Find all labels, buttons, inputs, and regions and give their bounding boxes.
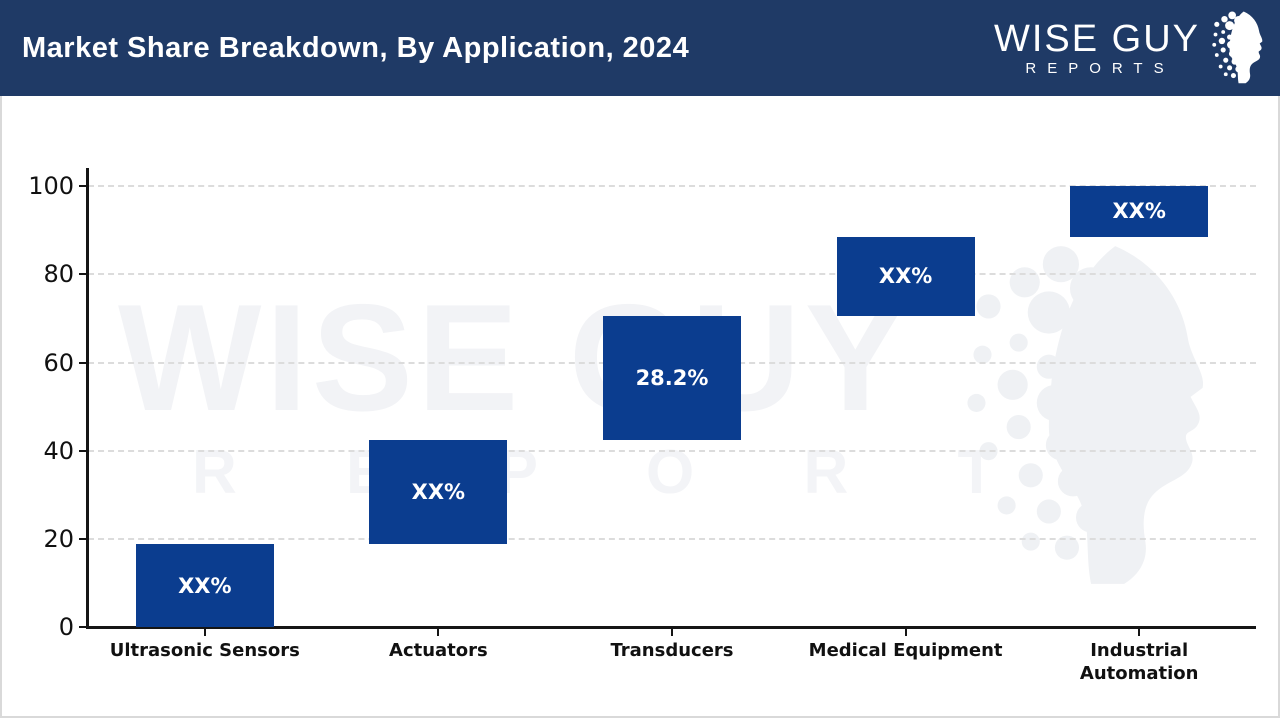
x-axis-category-label: Ultrasonic Sensors — [109, 640, 300, 661]
x-axis-category-label: Transducers — [610, 640, 734, 661]
y-axis-tick-label: 0 — [58, 613, 74, 641]
x-axis-category-label: Medical Equipment — [808, 640, 1003, 661]
brand-logo-text: WISE GUY REPORTS — [994, 20, 1200, 76]
y-axis-tick — [79, 273, 88, 276]
page-title: Market Share Breakdown, By Application, … — [22, 31, 690, 64]
x-axis-category-label: Actuators — [389, 640, 488, 661]
y-axis-line — [86, 168, 89, 628]
gridline — [88, 449, 1256, 452]
bar-medical-equipment: XX% — [836, 236, 975, 316]
y-axis-tick-label: 100 — [28, 172, 74, 201]
y-axis-tick — [79, 537, 88, 540]
x-axis-tick — [203, 628, 206, 636]
bar-ultrasonic-sensors: XX% — [135, 544, 274, 627]
y-axis-tick-label: 40 — [43, 436, 74, 465]
x-axis-line — [86, 626, 1256, 629]
watermark-text-line1: WISE GUY — [118, 273, 911, 443]
brand-logo: WISE GUY REPORTS — [994, 0, 1268, 96]
brand-name: WISE GUY — [993, 18, 1200, 60]
x-axis-tick — [904, 628, 907, 636]
y-axis-tick — [79, 361, 88, 364]
x-axis-tick — [437, 628, 440, 636]
y-axis-tick-label: 80 — [43, 260, 74, 289]
bar-actuators: XX% — [369, 440, 508, 545]
bar-value-label: XX% — [411, 480, 466, 505]
bar-transducers: 28.2% — [603, 315, 741, 441]
y-axis-tick-label: 20 — [43, 524, 74, 553]
x-axis-category-label-line2: Automation — [1079, 662, 1199, 684]
bar-industrial-automation: XX% — [1070, 186, 1209, 237]
gridline — [88, 185, 1256, 188]
x-axis-tick — [1138, 628, 1141, 636]
bar-value-label: XX% — [878, 264, 933, 289]
y-axis-tick — [79, 449, 88, 452]
x-axis-tick — [671, 628, 673, 636]
brand-head-icon — [1204, 4, 1268, 92]
x-axis-category-label: Industrial Automation — [1024, 640, 1254, 685]
y-axis-tick — [79, 626, 88, 628]
y-axis-tick-label: 60 — [43, 348, 74, 377]
gridline — [88, 273, 1256, 276]
brand-subtitle: REPORTS — [1025, 60, 1175, 77]
bar-value-label: XX% — [178, 573, 232, 598]
bar-value-label: 28.2% — [635, 365, 709, 390]
bar-value-label: XX% — [1112, 199, 1166, 224]
y-axis-tick — [79, 185, 88, 188]
header-bar: Market Share Breakdown, By Application, … — [0, 0, 1280, 96]
gridline — [88, 537, 1256, 540]
